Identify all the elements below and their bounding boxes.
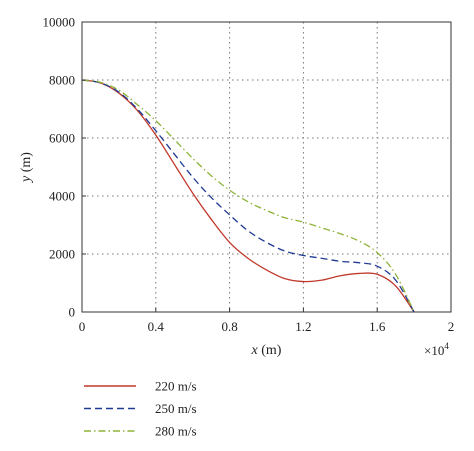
- x-tick-label: 0: [79, 319, 86, 334]
- x-tick-label: 0.4: [148, 319, 165, 334]
- multiplier-exponent: 4: [444, 341, 449, 351]
- y-axis-var: y: [19, 175, 34, 184]
- series-lines: [81, 79, 415, 313]
- y-tick-label: 0: [69, 305, 76, 320]
- x-tick-label: 1.6: [369, 319, 386, 334]
- x-tick-label: 2: [448, 319, 455, 334]
- x-tick-label: 0.8: [221, 319, 237, 334]
- series-line-1: [81, 79, 415, 313]
- legend-label-2: 250 m/s: [155, 401, 197, 416]
- legend-label-3: 280 m/s: [155, 424, 197, 439]
- x-axis-label: x (m): [251, 343, 282, 358]
- series-line-3: [81, 79, 415, 313]
- axis-ticks: 0 0.4 0.8 1.2 1.6 2 0 2000 4000 6000 8000 10000: [43, 15, 455, 335]
- legend: 220 m/s 250 m/s 280 m/s: [84, 379, 197, 439]
- y-tick-label: 4000: [49, 189, 75, 204]
- y-tick-label: 6000: [49, 131, 75, 146]
- series-line-2: [81, 79, 415, 313]
- y-axis-label: y (m): [19, 152, 34, 184]
- legend-label-1: 220 m/s: [155, 379, 197, 394]
- plot-frame: [81, 21, 452, 313]
- y-tick-label: 8000: [49, 73, 75, 88]
- x-axis-unit: (m): [258, 343, 282, 358]
- grid: [82, 22, 451, 312]
- y-axis-unit: (m): [19, 152, 34, 176]
- y-tick-label: 2000: [49, 247, 75, 262]
- multiplier-base: ×10: [424, 343, 444, 358]
- x-axis-var: x: [251, 343, 259, 358]
- x-tick-label: 1.2: [295, 319, 311, 334]
- x-axis-multiplier: ×104: [424, 341, 449, 358]
- y-tick-label: 10000: [43, 15, 76, 30]
